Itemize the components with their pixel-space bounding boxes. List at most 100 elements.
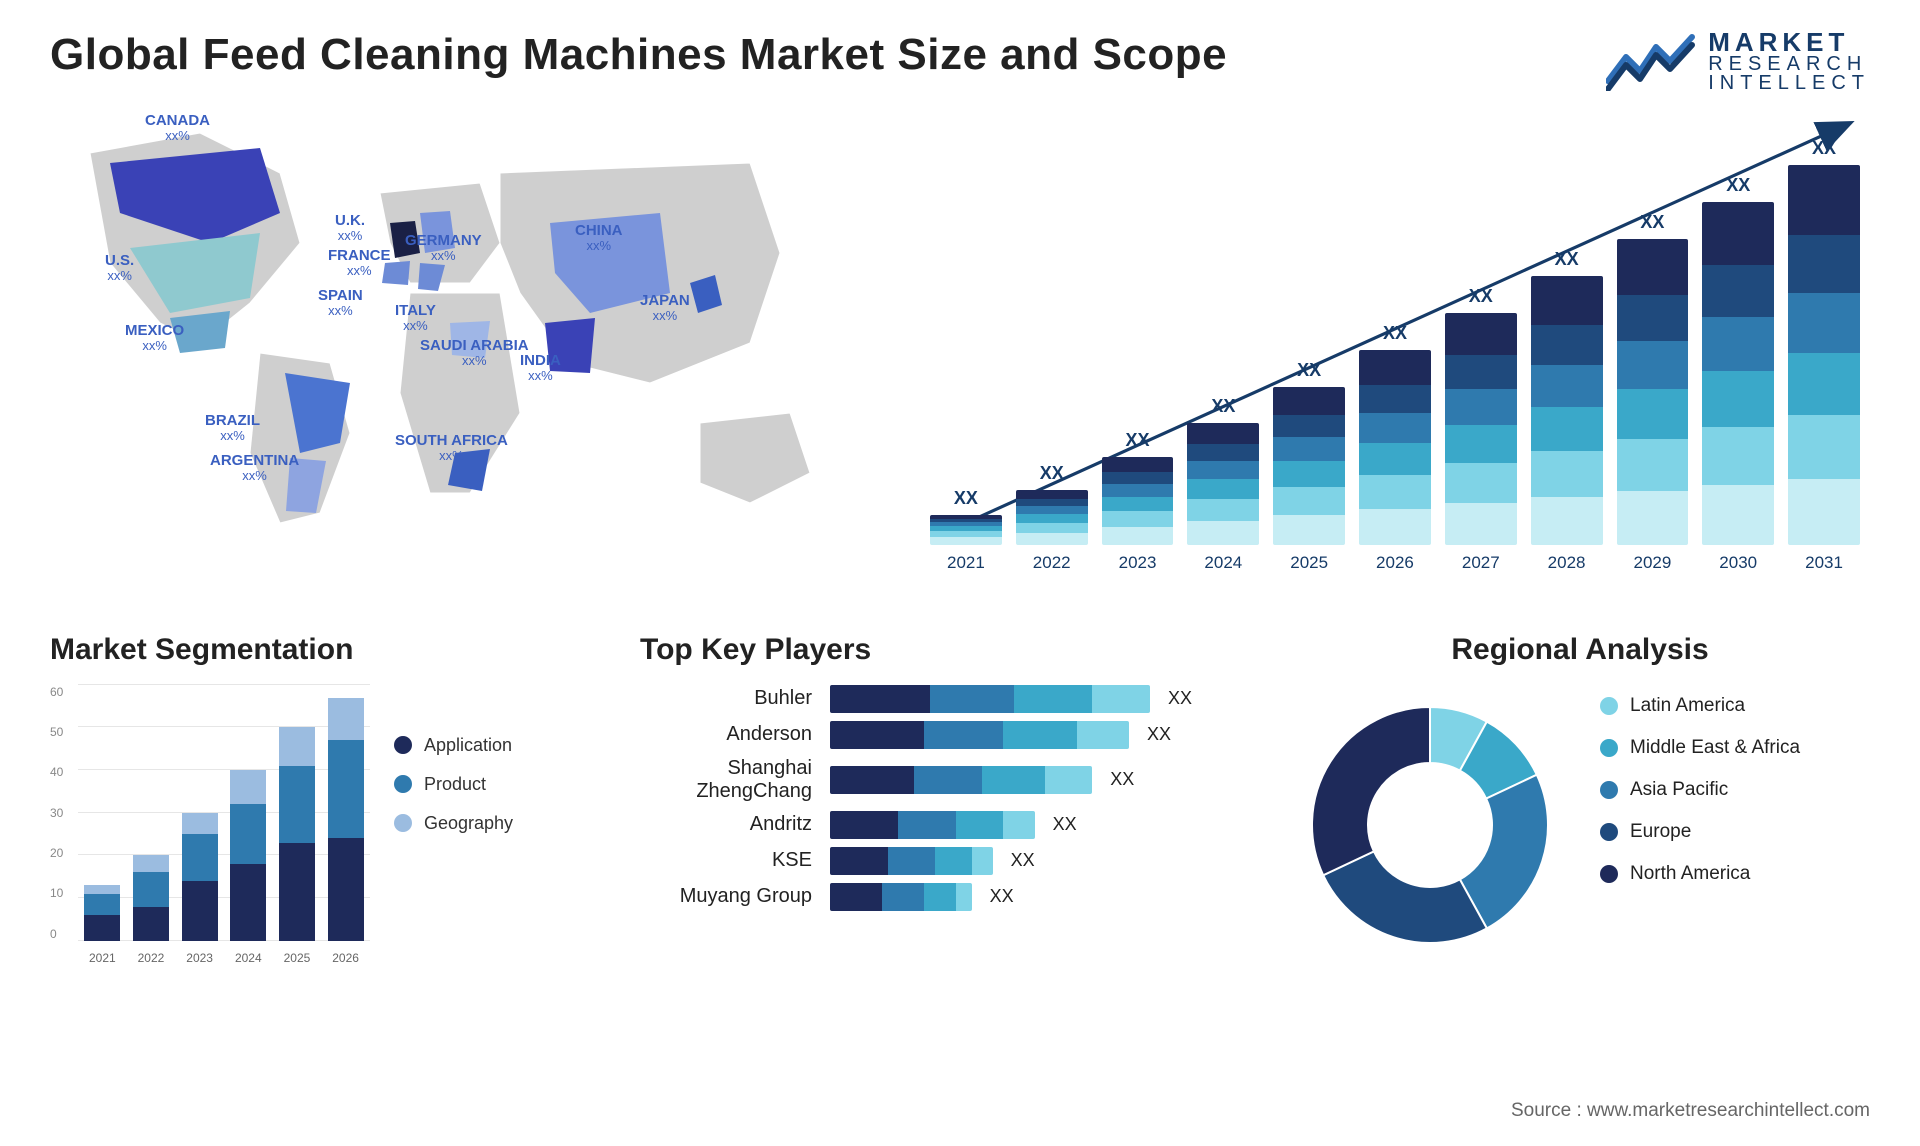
world-map-panel: CANADAxx% U.S.xx% MEXICOxx% BRAZILxx% ARGENT…	[50, 113, 880, 573]
player-row: KSE XX	[640, 847, 1260, 875]
main-x-label: 2027	[1445, 553, 1517, 573]
player-row: Andritz XX	[640, 811, 1260, 839]
logo-text-1: MARKET	[1708, 30, 1870, 55]
map-label-china: CHINAxx%	[575, 223, 623, 254]
main-bar-2021: XX	[930, 488, 1002, 545]
map-label-germany: GERMANYxx%	[405, 233, 482, 264]
map-label-south-africa: SOUTH AFRICAxx%	[395, 433, 508, 464]
seg-legend-item: Geography	[394, 813, 513, 834]
main-bar-2027: XX	[1445, 286, 1517, 545]
donut-segment	[1323, 851, 1487, 943]
segmentation-chart: 0102030405060 202120222023202420252026	[50, 685, 370, 965]
player-row: Shanghai ZhengChang XX	[640, 757, 1260, 803]
main-x-label: 2023	[1102, 553, 1174, 573]
map-label-saudi-arabia: SAUDI ARABIAxx%	[420, 338, 529, 369]
player-row: Muyang Group XX	[640, 883, 1260, 911]
map-label-u.s.: U.S.xx%	[105, 253, 134, 284]
seg-bar-2025	[279, 727, 315, 940]
player-name: Shanghai ZhengChang	[640, 757, 820, 803]
donut-segment	[1312, 707, 1430, 875]
main-bar-label: XX	[1126, 430, 1150, 451]
logo-icon	[1606, 31, 1696, 91]
seg-legend-item: Product	[394, 774, 513, 795]
main-bar-label: XX	[1555, 249, 1579, 270]
logo-text-2: RESEARCH	[1708, 55, 1870, 74]
main-bar-label: XX	[954, 488, 978, 509]
main-bar-label: XX	[1040, 463, 1064, 484]
map-label-argentina: ARGENTINAxx%	[210, 453, 299, 484]
player-value: XX	[1147, 724, 1171, 745]
segmentation-panel: Market Segmentation 0102030405060 202120…	[50, 633, 610, 965]
region-legend-item: Asia Pacific	[1600, 779, 1800, 801]
main-bar-2031: XX	[1788, 138, 1860, 545]
player-value: XX	[1053, 814, 1077, 835]
map-label-spain: SPAINxx%	[318, 288, 363, 319]
main-x-label: 2031	[1788, 553, 1860, 573]
segmentation-title: Market Segmentation	[50, 633, 610, 667]
main-x-label: 2026	[1359, 553, 1431, 573]
map-label-france: FRANCExx%	[328, 248, 391, 279]
player-row: Buhler XX	[640, 685, 1260, 713]
main-x-label: 2021	[930, 553, 1002, 573]
page-title: Global Feed Cleaning Machines Market Siz…	[50, 30, 1227, 80]
main-bar-2030: XX	[1702, 175, 1774, 545]
main-bar-2024: XX	[1187, 396, 1259, 545]
regional-title: Regional Analysis	[1290, 633, 1870, 667]
main-bar-2029: XX	[1617, 212, 1689, 545]
main-bar-label: XX	[1469, 286, 1493, 307]
logo-text-3: INTELLECT	[1708, 74, 1870, 93]
player-value: XX	[990, 886, 1014, 907]
source-label: Source : www.marketresearchintellect.com	[1511, 1100, 1870, 1122]
seg-bar-2026	[328, 698, 364, 941]
main-bar-2028: XX	[1531, 249, 1603, 545]
main-bar-label: XX	[1640, 212, 1664, 233]
player-row: Anderson XX	[640, 721, 1260, 749]
main-x-label: 2029	[1617, 553, 1689, 573]
seg-bar-2024	[230, 770, 266, 941]
map-label-canada: CANADAxx%	[145, 113, 210, 144]
region-legend-item: Europe	[1600, 821, 1800, 843]
main-x-label: 2028	[1531, 553, 1603, 573]
main-bar-2023: XX	[1102, 430, 1174, 545]
map-label-india: INDIAxx%	[520, 353, 561, 384]
player-name: Anderson	[640, 723, 820, 746]
main-x-label: 2025	[1273, 553, 1345, 573]
main-bar-label: XX	[1211, 396, 1235, 417]
player-name: KSE	[640, 849, 820, 872]
map-label-italy: ITALYxx%	[395, 303, 436, 334]
map-label-japan: JAPANxx%	[640, 293, 690, 324]
main-bar-2025: XX	[1273, 360, 1345, 545]
main-x-label: 2024	[1187, 553, 1259, 573]
region-legend-item: Latin America	[1600, 695, 1800, 717]
main-bar-label: XX	[1297, 360, 1321, 381]
top-players-title: Top Key Players	[640, 633, 1260, 667]
segmentation-legend: Application Product Geography	[394, 685, 513, 965]
map-label-mexico: MEXICOxx%	[125, 323, 184, 354]
main-bar-label: XX	[1726, 175, 1750, 196]
regional-donut	[1290, 685, 1570, 965]
top-players-panel: Top Key Players BuhlerXXAndersonXXShangh…	[640, 633, 1260, 965]
brand-logo: MARKET RESEARCH INTELLECT	[1606, 30, 1870, 93]
seg-legend-item: Application	[394, 735, 513, 756]
seg-bar-2021	[84, 885, 120, 940]
player-value: XX	[1110, 769, 1134, 790]
main-bar-2026: XX	[1359, 323, 1431, 545]
region-legend-item: North America	[1600, 863, 1800, 885]
player-value: XX	[1168, 688, 1192, 709]
main-x-label: 2022	[1016, 553, 1088, 573]
main-x-label: 2030	[1702, 553, 1774, 573]
map-label-brazil: BRAZILxx%	[205, 413, 260, 444]
player-name: Andritz	[640, 813, 820, 836]
map-label-u.k.: U.K.xx%	[335, 213, 365, 244]
main-bar-label: XX	[1812, 138, 1836, 159]
main-bar-chart: XX XX XX XX XX XX XX XX XX XX XX 2021 2022 2023 2024 2…	[920, 113, 1870, 573]
main-bar-label: XX	[1383, 323, 1407, 344]
regional-panel: Regional Analysis Latin AmericaMiddle Ea…	[1290, 633, 1870, 965]
player-name: Muyang Group	[640, 885, 820, 908]
player-value: XX	[1011, 850, 1035, 871]
seg-bar-2023	[182, 813, 218, 941]
seg-bar-2022	[133, 855, 169, 940]
main-bar-2022: XX	[1016, 463, 1088, 545]
player-name: Buhler	[640, 687, 820, 710]
regional-legend: Latin AmericaMiddle East & AfricaAsia Pa…	[1600, 685, 1800, 965]
